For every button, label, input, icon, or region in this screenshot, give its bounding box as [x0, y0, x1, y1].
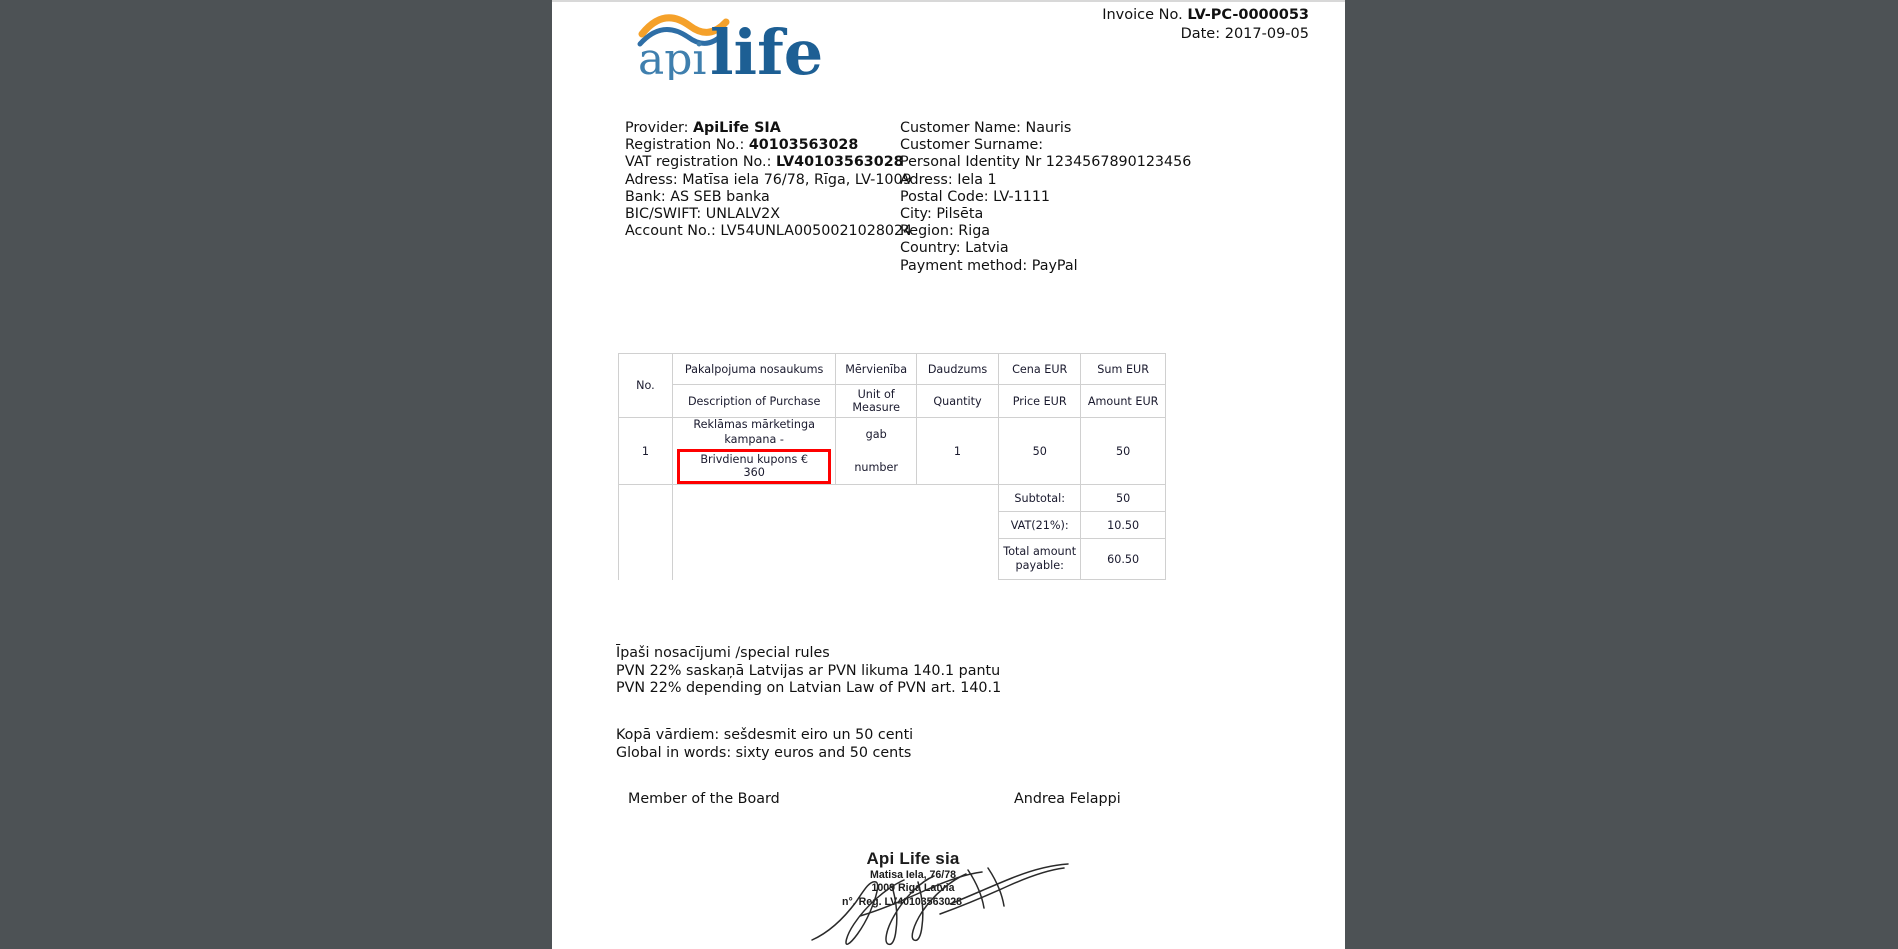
- provider-address: Adress: Matīsa iela 76/78, Rīga, LV-1009: [625, 171, 912, 188]
- subtotal-value: 50: [1080, 484, 1166, 513]
- header-price-lv: Cena EUR: [998, 353, 1082, 385]
- invoice-date-value: 2017-09-05: [1224, 25, 1309, 42]
- line-items-table: No. Pakalpojuma nosaukums Mērvienība Dau…: [618, 353, 1166, 581]
- invoice-number-line: Invoice No. LV-PC-0000053: [1102, 6, 1309, 25]
- customer-region: Region: Riga: [900, 223, 991, 240]
- header-description-lv: Pakalpojuma nosaukums: [671, 353, 837, 385]
- signature-role: Member of the Board: [628, 791, 780, 807]
- item-description-line1: Reklāmas mārketinga kampana -: [693, 418, 815, 446]
- company-stamp: Api Life sia Matisa Iela, 76/78 1009 Rig…: [800, 849, 1100, 949]
- provider-account-no: Account No.: LV54UNLA0050021028024: [625, 223, 913, 240]
- header-description-en: Description of Purchase: [671, 384, 837, 418]
- customer-payment-method: Payment method: PayPal: [900, 257, 1078, 274]
- total-value: 60.50: [1080, 538, 1166, 581]
- header-unit-lv: Mērvienība: [835, 353, 917, 385]
- item-description: Reklāmas mārketinga kampana - Brivdienu …: [671, 416, 837, 486]
- page-top-edge: [552, 0, 1345, 2]
- provider-label: Provider:: [625, 120, 689, 136]
- subtotal-label: Subtotal:: [998, 484, 1082, 513]
- customer-address: Adress: Iela 1: [900, 171, 997, 188]
- svg-text:api: api: [638, 34, 706, 80]
- total-label-line2: payable:: [1015, 559, 1064, 573]
- svg-text:life: life: [710, 16, 823, 80]
- subtotal-row: Subtotal: 50: [618, 484, 1166, 580]
- customer-postal-code: Postal Code: LV-1111: [900, 188, 1051, 205]
- signature-name: Andrea Felappi: [1014, 791, 1121, 807]
- stamp-title: Api Life sia: [866, 849, 960, 868]
- total-label-line1: Total amount: [1003, 545, 1077, 559]
- amount-in-words-lv: Kopā vārdiem: sešdesmit eiro un 50 centi: [616, 727, 914, 743]
- stamp-city: 1009 Riga Latvia: [871, 882, 955, 895]
- table-row: 1 Reklāmas mārketinga kampana - Brivdien…: [618, 416, 1166, 486]
- invoice-number-value: LV-PC-0000053: [1187, 7, 1309, 23]
- stamp-address: Matisa Iela, 76/78: [870, 868, 956, 881]
- total-label: Total amount payable:: [998, 538, 1082, 581]
- special-rules-title: Īpaši nosacījumi /special rules: [616, 645, 830, 661]
- empty-cell-quantity: [916, 485, 998, 580]
- stamp-text-block: Api Life sia Matisa Iela, 76/78 1009 Rig…: [818, 849, 1008, 909]
- header-unit-en-line1: Unit of: [857, 388, 895, 401]
- header-price-en: Price EUR: [998, 384, 1082, 418]
- vat-value: 10.50: [1080, 511, 1166, 540]
- provider-registration-label: Registration No.:: [625, 137, 745, 154]
- invoice-page: api life Invoice No. LV-PC-0000053 Date:…: [552, 0, 1345, 949]
- provider-vat-label: VAT registration No.:: [625, 154, 772, 171]
- invoice-meta: Invoice No. LV-PC-0000053 Date: 2017-09-…: [1102, 6, 1309, 43]
- invoice-number-label: Invoice No.: [1102, 7, 1183, 23]
- table-header-row-lv: No. Pakalpojuma nosaukums Mērvienība Dau…: [618, 353, 1166, 418]
- customer-surname: Customer Surname:: [900, 137, 1044, 154]
- provider-bank: Bank: AS SEB banka: [625, 188, 770, 205]
- provider-block: Provider: ApiLife SIA Registration No.: …: [625, 120, 912, 240]
- invoice-date-line: Date: 2017-09-05: [1102, 25, 1309, 44]
- empty-cell-no: [618, 484, 673, 580]
- customer-country: Country: Latvia: [900, 240, 1009, 257]
- invoice-header: api life Invoice No. LV-PC-0000053 Date:…: [552, 0, 1345, 95]
- provider-registration-line: Registration No.: 40103563028: [625, 137, 912, 154]
- apilife-logo: api life: [634, 4, 844, 80]
- header-no: No.: [618, 353, 673, 418]
- vat-label: VAT(21%):: [998, 511, 1082, 540]
- header-quantity-en: Quantity: [915, 384, 1000, 418]
- table-header-row-en: Description of Purchase Unit of Measure …: [619, 384, 1166, 418]
- header-amount-en: Amount EUR: [1080, 384, 1166, 418]
- amount-in-words-block: Kopā vārdiem: sešdesmit eiro un 50 centi…: [616, 727, 913, 762]
- customer-block: Customer Name: Nauris Customer Surname: …: [900, 120, 1191, 275]
- customer-personal-identity: Personal Identity Nr 1234567890123456: [900, 154, 1192, 171]
- special-rules-lv: PVN 22% saskaņā Latvijas ar PVN likuma 1…: [616, 662, 1001, 679]
- customer-name: Customer Name: Nauris: [900, 120, 1072, 136]
- item-description-highlighted: Brivdienu kupons € 360: [676, 448, 832, 485]
- header-amount-lv: Sum EUR: [1080, 353, 1166, 385]
- header-unit-en-line2: Measure: [852, 401, 900, 414]
- header-quantity-lv: Daudzums: [915, 353, 1000, 385]
- special-rules-en: PVN 22% depending on Latvian Law of PVN …: [616, 680, 1002, 696]
- special-rules-block: Īpaši nosacījumi /special rules PVN 22% …: [616, 645, 1001, 698]
- item-unit: gab number: [835, 416, 917, 486]
- item-quantity: 1: [915, 416, 1000, 486]
- provider-name-line: Provider: ApiLife SIA: [625, 120, 912, 137]
- item-unit-lv: gab: [865, 428, 887, 442]
- provider-vat-value: LV40103563028: [775, 154, 904, 171]
- item-no: 1: [618, 416, 673, 486]
- provider-bic-swift: BIC/SWIFT: UNLALV2X: [625, 205, 781, 222]
- item-price: 50: [998, 416, 1082, 486]
- provider-vat-line: VAT registration No.: LV40103563028: [625, 154, 912, 171]
- item-amount: 50: [1080, 416, 1166, 486]
- header-unit-en: Unit of Measure: [835, 384, 917, 418]
- provider-name: ApiLife SIA: [692, 120, 781, 136]
- empty-cell-description: [671, 484, 836, 580]
- customer-city: City: Pilsēta: [900, 205, 984, 222]
- amount-in-words-en: Global in words: sixty euros and 50 cent…: [616, 744, 912, 761]
- empty-cell-unit: [836, 485, 916, 580]
- total-row: Total amount payable: 60.50: [619, 538, 1166, 581]
- stamp-registration: n°. Reg. LV40103563028: [841, 895, 963, 908]
- invoice-date-label: Date:: [1180, 25, 1221, 42]
- provider-registration-value: 40103563028: [748, 137, 859, 154]
- item-unit-en: number: [854, 461, 899, 475]
